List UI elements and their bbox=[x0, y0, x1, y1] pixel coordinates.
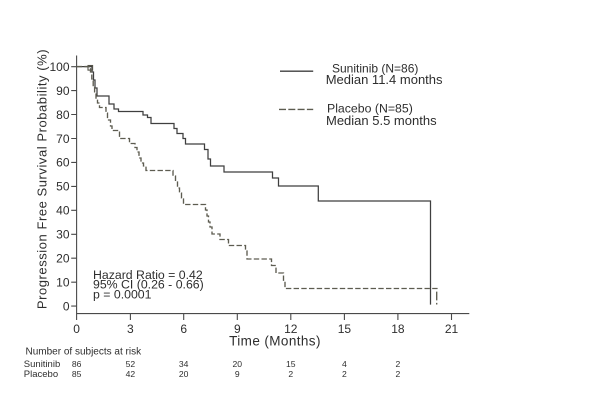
svg-text:15: 15 bbox=[286, 359, 296, 369]
svg-text:60: 60 bbox=[56, 156, 70, 170]
svg-text:52: 52 bbox=[126, 359, 136, 369]
svg-text:Median 5.5 months: Median 5.5 months bbox=[326, 113, 437, 128]
svg-text:4: 4 bbox=[342, 359, 347, 369]
svg-text:30: 30 bbox=[56, 228, 70, 242]
svg-text:50: 50 bbox=[56, 180, 70, 194]
svg-text:Sunitinib: Sunitinib bbox=[24, 359, 60, 370]
svg-text:Sunitinib (N=86): Sunitinib (N=86) bbox=[332, 62, 418, 76]
svg-text:20: 20 bbox=[179, 369, 189, 379]
svg-text:6: 6 bbox=[180, 322, 187, 336]
svg-text:Hazard Ratio = 0.42: Hazard Ratio = 0.42 bbox=[93, 268, 203, 282]
svg-text:2: 2 bbox=[342, 369, 347, 379]
svg-text:40: 40 bbox=[56, 204, 70, 218]
svg-text:Progression Free Survival Prob: Progression Free Survival Probability (%… bbox=[35, 49, 50, 309]
svg-text:18: 18 bbox=[391, 322, 405, 336]
svg-text:80: 80 bbox=[56, 108, 70, 122]
svg-text:Median 11.4 months: Median 11.4 months bbox=[326, 72, 443, 87]
svg-text:20: 20 bbox=[56, 252, 70, 266]
svg-text:0: 0 bbox=[73, 322, 80, 336]
svg-text:100: 100 bbox=[49, 60, 69, 74]
svg-text:Placebo (N=85): Placebo (N=85) bbox=[327, 101, 413, 115]
svg-text:20: 20 bbox=[233, 359, 243, 369]
svg-text:2: 2 bbox=[288, 369, 293, 379]
svg-text:42: 42 bbox=[126, 369, 136, 379]
svg-text:21: 21 bbox=[445, 322, 459, 336]
svg-text:70: 70 bbox=[56, 132, 70, 146]
svg-text:86: 86 bbox=[72, 359, 82, 369]
svg-text:9: 9 bbox=[234, 322, 241, 336]
svg-text:90: 90 bbox=[56, 84, 70, 98]
svg-text:3: 3 bbox=[127, 322, 134, 336]
svg-text:10: 10 bbox=[56, 276, 70, 290]
svg-text:95% CI (0.26 - 0.66): 95% CI (0.26 - 0.66) bbox=[93, 278, 204, 292]
svg-text:2: 2 bbox=[396, 369, 401, 379]
svg-text:9: 9 bbox=[235, 369, 240, 379]
svg-text:0: 0 bbox=[63, 299, 70, 313]
svg-text:2: 2 bbox=[396, 359, 401, 369]
svg-text:15: 15 bbox=[338, 322, 352, 336]
svg-text:85: 85 bbox=[72, 369, 82, 379]
svg-text:12: 12 bbox=[284, 322, 298, 336]
svg-text:p = 0.0001: p = 0.0001 bbox=[93, 288, 152, 302]
svg-text:Time (Months): Time (Months) bbox=[229, 333, 321, 348]
svg-text:Placebo: Placebo bbox=[24, 369, 58, 380]
svg-text:Number of subjects at risk: Number of subjects at risk bbox=[26, 347, 143, 358]
svg-text:34: 34 bbox=[179, 359, 189, 369]
